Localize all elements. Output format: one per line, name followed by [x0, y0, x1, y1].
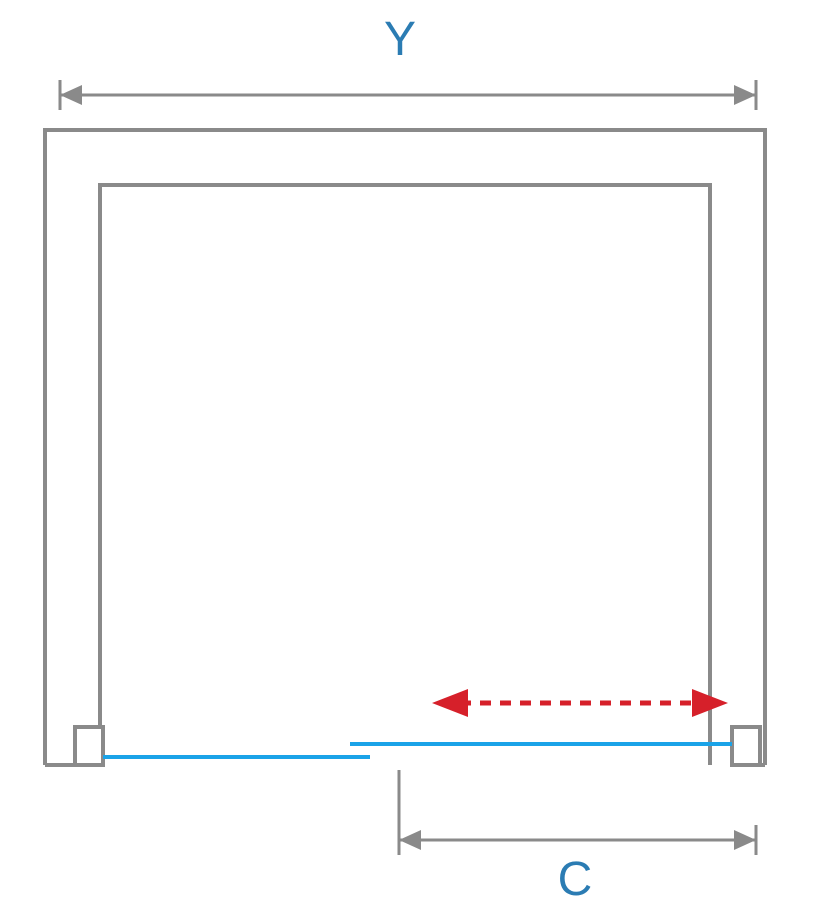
dim-y-label: Y: [384, 13, 416, 66]
dim-c-arrow-right: [734, 830, 756, 850]
dimension-c: C: [399, 770, 756, 906]
left-post: [75, 727, 103, 765]
dim-y-arrow-left: [60, 85, 82, 105]
dim-c-label: C: [558, 853, 593, 906]
frame-outer: [45, 130, 765, 765]
dim-c-arrow-left: [399, 830, 421, 850]
dim-y-arrow-right: [734, 85, 756, 105]
enclosure-frame: [45, 130, 765, 765]
motion-arrow-head-left: [432, 689, 468, 717]
right-post: [732, 727, 760, 765]
dimension-y: Y: [60, 13, 756, 110]
shower-door-diagram: Y C: [0, 0, 820, 920]
motion-arrow: [432, 689, 728, 717]
frame-inner: [100, 185, 710, 765]
